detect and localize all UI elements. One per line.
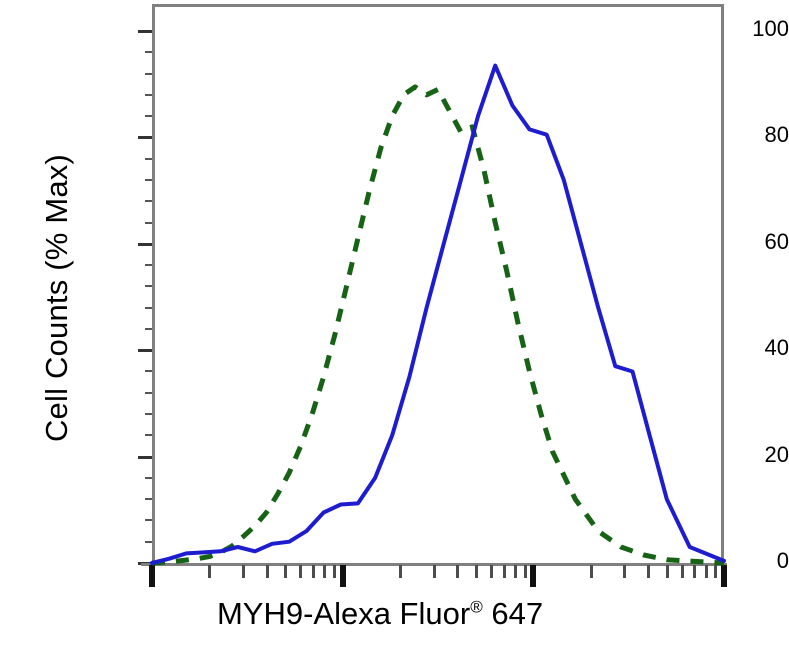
series-isotype-control [151, 84, 725, 566]
y-axis-tick-label: 0 [776, 548, 789, 573]
y-axis-minor-tick [145, 540, 155, 543]
x-axis-title-tail: 647 [482, 596, 544, 631]
x-axis-decade-tick [339, 565, 346, 587]
x-axis-minor-tick [399, 565, 403, 578]
x-axis-minor-tick [208, 565, 212, 578]
y-axis-minor-tick [145, 306, 155, 309]
plot-area [152, 4, 724, 565]
x-axis-minor-tick [323, 565, 327, 578]
registered-trademark-icon: ® [470, 597, 483, 617]
y-axis-tick-label: 40 [764, 335, 789, 361]
y-axis-tick-label: 100 [752, 16, 789, 41]
y-axis-major-tick [138, 349, 155, 353]
y-axis-minor-tick [145, 115, 155, 118]
x-axis-minor-tick [704, 565, 708, 578]
y-axis-minor-tick [145, 434, 155, 437]
x-axis-minor-tick [474, 565, 478, 578]
x-axis-line [141, 563, 727, 566]
x-axis-minor-tick [502, 565, 506, 578]
y-axis-tick-label: 60 [764, 228, 789, 254]
y-axis-minor-tick [145, 221, 155, 224]
x-axis-minor-tick [693, 565, 697, 578]
x-axis-decade-tick [530, 565, 537, 587]
x-axis-minor-tick [456, 565, 460, 578]
x-axis-decade-tick [721, 565, 727, 587]
x-axis-minor-tick [647, 565, 651, 578]
y-axis-minor-tick [145, 264, 155, 267]
y-axis-minor-tick [145, 285, 155, 288]
y-axis-minor-tick [145, 200, 155, 203]
y-axis-minor-tick [145, 51, 155, 54]
x-axis-minor-tick [589, 565, 593, 578]
x-axis-minor-tick [665, 565, 669, 578]
y-axis-minor-tick [145, 413, 155, 416]
series-myh9-antibody [150, 63, 726, 565]
y-axis-major-tick [138, 136, 155, 140]
x-axis-decade-tick [149, 565, 155, 587]
x-axis-minor-tick [490, 565, 494, 578]
x-axis-minor-tick [284, 565, 288, 578]
y-axis-major-tick [138, 30, 155, 33]
x-axis-minor-tick [312, 565, 316, 578]
x-axis-minor-tick [241, 565, 245, 578]
x-axis-minor-tick [299, 565, 303, 578]
x-axis-minor-tick [714, 565, 718, 578]
y-axis-minor-tick [145, 391, 155, 394]
x-axis-minor-tick [332, 565, 336, 578]
y-axis-minor-tick [145, 519, 155, 522]
y-axis-tick-label: 20 [764, 441, 789, 467]
y-axis-minor-tick [145, 178, 155, 181]
x-axis-title: MYH9-Alexa Fluor® 647 [0, 596, 760, 632]
y-axis-minor-tick [145, 93, 155, 96]
y-axis-minor-tick [145, 498, 155, 501]
x-axis-minor-tick [265, 565, 269, 578]
x-axis-minor-tick [680, 565, 684, 578]
x-axis-minor-tick [513, 565, 517, 578]
x-axis-minor-tick [623, 565, 627, 578]
y-axis-minor-tick [145, 157, 155, 160]
y-axis-minor-tick [145, 476, 155, 479]
y-axis-minor-tick [145, 327, 155, 330]
x-axis-title-main: MYH9-Alexa Fluor [216, 596, 471, 631]
y-axis-tick-label: 80 [764, 122, 789, 148]
y-axis-major-tick [138, 455, 155, 459]
y-axis-minor-tick [145, 72, 155, 75]
y-axis-major-tick [138, 242, 155, 246]
x-axis-minor-tick [432, 565, 436, 578]
x-axis-minor-tick [523, 565, 527, 578]
y-axis-minor-tick [145, 370, 155, 373]
